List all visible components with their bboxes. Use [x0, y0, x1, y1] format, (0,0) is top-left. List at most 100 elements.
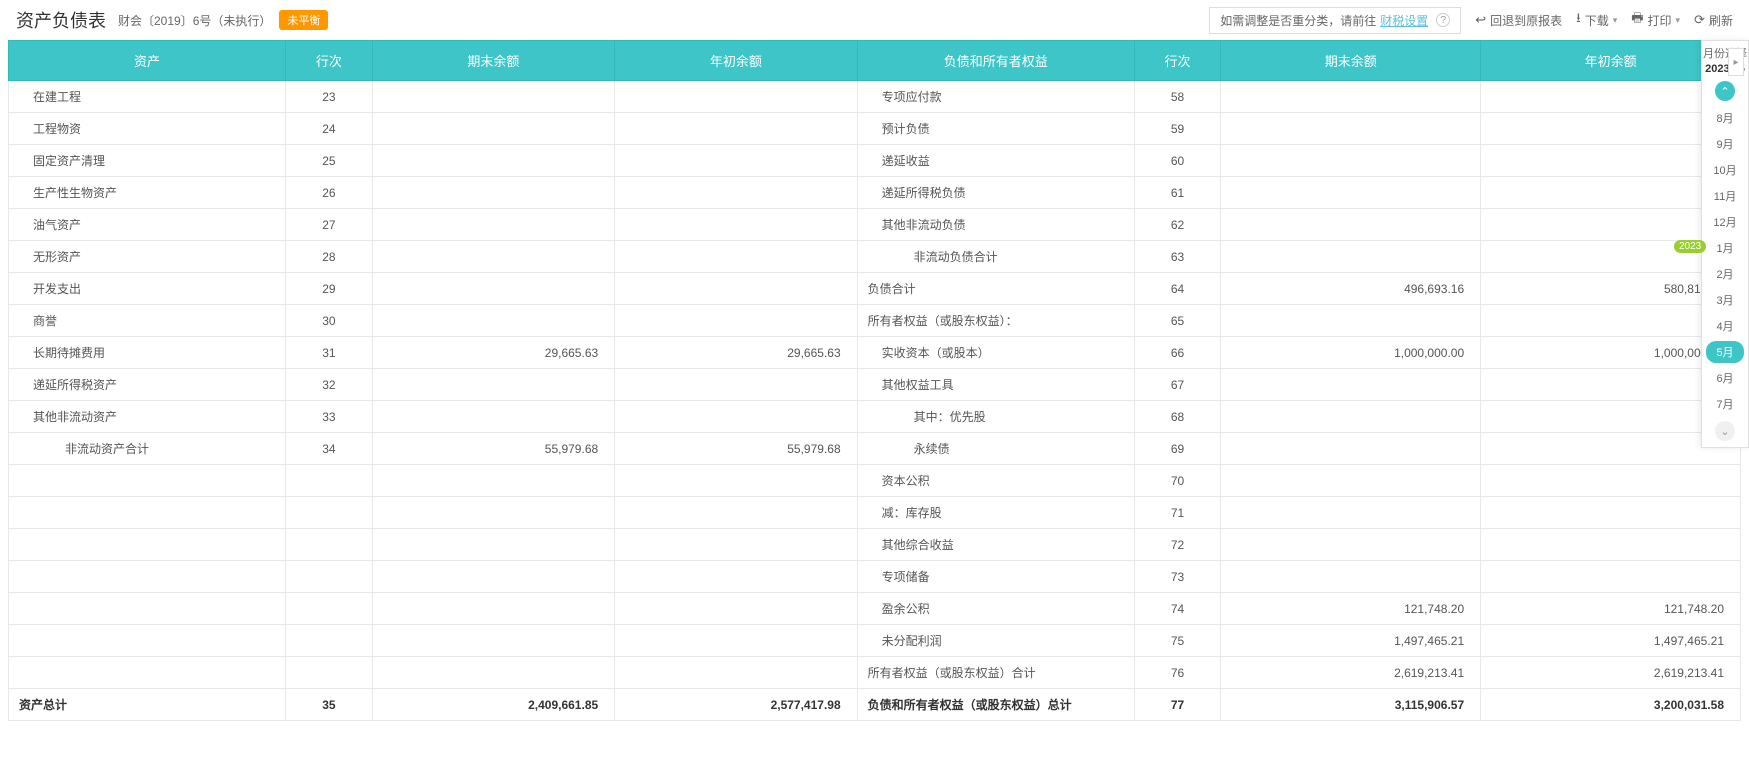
liab-label[interactable]: 减：库存股: [857, 497, 1134, 529]
month-item[interactable]: 5月: [1706, 341, 1744, 363]
asset-end[interactable]: 2,409,661.85: [372, 689, 614, 721]
liab-label[interactable]: 预计负债: [857, 113, 1134, 145]
asset-end[interactable]: [372, 657, 614, 689]
liab-begin[interactable]: 3,200,031.58: [1481, 689, 1741, 721]
liab-end[interactable]: [1221, 529, 1481, 561]
asset-label[interactable]: [9, 561, 286, 593]
asset-label[interactable]: 在建工程: [9, 81, 286, 113]
liab-label[interactable]: 所有者权益（或股东权益）：: [857, 305, 1134, 337]
asset-begin[interactable]: [615, 81, 857, 113]
asset-end[interactable]: [372, 305, 614, 337]
liab-end[interactable]: 2,619,213.41: [1221, 657, 1481, 689]
download-button[interactable]: ⭳下载▾: [1576, 9, 1617, 31]
asset-end[interactable]: [372, 369, 614, 401]
asset-begin[interactable]: [615, 657, 857, 689]
asset-begin[interactable]: [615, 497, 857, 529]
asset-end[interactable]: [372, 145, 614, 177]
asset-label[interactable]: [9, 497, 286, 529]
asset-label[interactable]: 开发支出: [9, 273, 286, 305]
asset-label[interactable]: 资产总计: [9, 689, 286, 721]
asset-label[interactable]: 商誉: [9, 305, 286, 337]
asset-begin[interactable]: [615, 593, 857, 625]
liab-label[interactable]: 其他权益工具: [857, 369, 1134, 401]
asset-label[interactable]: 工程物资: [9, 113, 286, 145]
asset-begin[interactable]: [615, 529, 857, 561]
asset-label[interactable]: 无形资产: [9, 241, 286, 273]
liab-end[interactable]: [1221, 209, 1481, 241]
asset-begin[interactable]: 29,665.63: [615, 337, 857, 369]
liab-label[interactable]: 递延所得税负债: [857, 177, 1134, 209]
month-item[interactable]: 3月: [1702, 287, 1748, 313]
month-item[interactable]: 10月: [1702, 157, 1748, 183]
liab-end[interactable]: [1221, 497, 1481, 529]
liab-label[interactable]: 专项应付款: [857, 81, 1134, 113]
liab-end[interactable]: 1,497,465.21: [1221, 625, 1481, 657]
asset-end[interactable]: [372, 593, 614, 625]
asset-begin[interactable]: [615, 273, 857, 305]
revert-button[interactable]: ↩回退到原报表: [1475, 12, 1562, 29]
asset-end[interactable]: [372, 561, 614, 593]
asset-begin[interactable]: 2,577,417.98: [615, 689, 857, 721]
liab-label[interactable]: 未分配利润: [857, 625, 1134, 657]
asset-begin[interactable]: [615, 209, 857, 241]
liab-begin[interactable]: [1481, 529, 1741, 561]
liab-label[interactable]: 专项储备: [857, 561, 1134, 593]
liab-label[interactable]: 其他非流动负债: [857, 209, 1134, 241]
asset-begin[interactable]: [615, 369, 857, 401]
asset-label[interactable]: 固定资产清理: [9, 145, 286, 177]
asset-label[interactable]: 递延所得税资产: [9, 369, 286, 401]
asset-label[interactable]: 长期待摊费用: [9, 337, 286, 369]
month-item[interactable]: 1月2023: [1702, 235, 1748, 261]
asset-end[interactable]: [372, 81, 614, 113]
asset-end[interactable]: 55,979.68: [372, 433, 614, 465]
asset-end[interactable]: [372, 465, 614, 497]
asset-end[interactable]: [372, 241, 614, 273]
asset-begin[interactable]: 55,979.68: [615, 433, 857, 465]
asset-begin[interactable]: [615, 145, 857, 177]
month-item[interactable]: 6月: [1702, 365, 1748, 391]
liab-label[interactable]: 所有者权益（或股东权益）合计: [857, 657, 1134, 689]
liab-label[interactable]: 其他综合收益: [857, 529, 1134, 561]
liab-end[interactable]: [1221, 113, 1481, 145]
liab-end[interactable]: 121,748.20: [1221, 593, 1481, 625]
liab-end[interactable]: [1221, 465, 1481, 497]
liab-label[interactable]: 实收资本（或股本）: [857, 337, 1134, 369]
asset-end[interactable]: 29,665.63: [372, 337, 614, 369]
liab-end[interactable]: [1221, 145, 1481, 177]
asset-label[interactable]: [9, 593, 286, 625]
liab-label[interactable]: 递延收益: [857, 145, 1134, 177]
liab-begin[interactable]: [1481, 561, 1741, 593]
asset-begin[interactable]: [615, 305, 857, 337]
liab-begin[interactable]: 1,497,465.21: [1481, 625, 1741, 657]
liab-label[interactable]: 资本公积: [857, 465, 1134, 497]
asset-end[interactable]: [372, 273, 614, 305]
liab-end[interactable]: [1221, 401, 1481, 433]
liab-end[interactable]: [1221, 433, 1481, 465]
liab-label[interactable]: 盈余公积: [857, 593, 1134, 625]
asset-label[interactable]: 非流动资产合计: [9, 433, 286, 465]
month-item[interactable]: 8月: [1702, 105, 1748, 131]
month-item[interactable]: 9月: [1702, 131, 1748, 157]
liab-label[interactable]: 永续债: [857, 433, 1134, 465]
month-scroll-down[interactable]: ⌄: [1715, 421, 1735, 441]
print-button[interactable]: 🖶打印▾: [1631, 9, 1680, 31]
liab-end[interactable]: 3,115,906.57: [1221, 689, 1481, 721]
refresh-button[interactable]: ⟳刷新: [1694, 12, 1733, 29]
liab-end[interactable]: [1221, 561, 1481, 593]
asset-label[interactable]: [9, 657, 286, 689]
asset-begin[interactable]: [615, 113, 857, 145]
asset-begin[interactable]: [615, 465, 857, 497]
liab-end[interactable]: [1221, 305, 1481, 337]
liab-label[interactable]: 其中：优先股: [857, 401, 1134, 433]
help-icon[interactable]: ?: [1436, 13, 1450, 27]
asset-label[interactable]: [9, 529, 286, 561]
asset-end[interactable]: [372, 625, 614, 657]
asset-begin[interactable]: [615, 561, 857, 593]
asset-label[interactable]: 其他非流动资产: [9, 401, 286, 433]
liab-end[interactable]: 1,000,000.00: [1221, 337, 1481, 369]
asset-label[interactable]: 油气资产: [9, 209, 286, 241]
asset-end[interactable]: [372, 113, 614, 145]
asset-end[interactable]: [372, 177, 614, 209]
liab-end[interactable]: [1221, 241, 1481, 273]
asset-begin[interactable]: [615, 241, 857, 273]
